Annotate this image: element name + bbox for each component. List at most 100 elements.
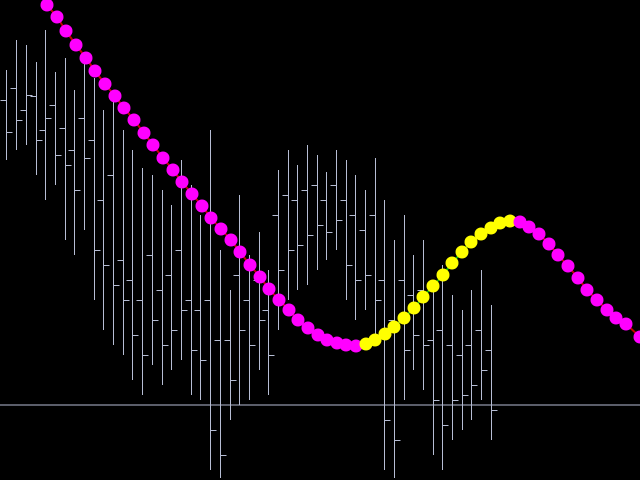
- ohlc-bar: [446, 295, 459, 440]
- indicator-marker: [175, 175, 189, 189]
- indicator-marker: [445, 256, 459, 270]
- indicator-marker: [195, 199, 209, 213]
- indicator-marker: [214, 222, 228, 236]
- indicator-marker: [291, 313, 305, 327]
- ohlc-bar: [175, 160, 188, 360]
- indicator-marker: [532, 227, 546, 241]
- ohlc-bar: [136, 168, 149, 395]
- indicator-marker: [108, 89, 122, 103]
- ohlc-bar: [0, 70, 13, 160]
- indicator-marker: [127, 113, 141, 127]
- indicator-marker: [204, 211, 218, 225]
- ohlc-bar: [233, 195, 246, 405]
- indicator-marker: [349, 339, 363, 353]
- indicator-marker: [368, 333, 382, 347]
- indicator-marker: [243, 258, 257, 272]
- ohlc-bar: [194, 215, 207, 400]
- indicator-marker: [88, 64, 102, 78]
- ohlc-bar: [301, 145, 314, 285]
- indicator-markers-group: [40, 0, 640, 353]
- ohlc-bar: [311, 155, 324, 270]
- ohlc-bar: [30, 62, 43, 175]
- indicator-marker: [50, 10, 64, 24]
- ohlc-bar: [369, 158, 382, 345]
- indicator-marker: [522, 220, 536, 234]
- indicator-marker: [609, 311, 623, 325]
- ohlc-bar: [10, 40, 23, 150]
- ohlc-bar: [117, 130, 130, 355]
- ohlc-bar: [485, 305, 498, 440]
- indicator-marker: [117, 101, 131, 115]
- indicator-marker: [79, 51, 93, 65]
- indicator-marker: [156, 151, 170, 165]
- indicator-marker: [551, 248, 565, 262]
- ohlc-bar: [282, 150, 295, 300]
- indicator-marker: [301, 321, 315, 335]
- indicator-marker: [407, 301, 421, 315]
- ohlc-bar: [427, 285, 440, 455]
- ohlc-bar: [359, 190, 372, 310]
- indicator-marker: [40, 0, 54, 12]
- indicator-marker: [464, 235, 478, 249]
- indicator-marker: [436, 268, 450, 282]
- indicator-marker: [580, 283, 594, 297]
- indicator-marker: [590, 293, 604, 307]
- ohlc-bar: [330, 150, 343, 250]
- indicator-marker: [416, 290, 430, 304]
- ohlc-bar: [68, 90, 81, 255]
- indicator-marker: [426, 279, 440, 293]
- ohlc-bar: [243, 255, 256, 400]
- ohlc-bar: [475, 270, 488, 400]
- ohlc-bar: [340, 160, 353, 300]
- indicator-marker: [146, 138, 160, 152]
- ohlc-bar: [417, 240, 430, 390]
- ohlc-bars-group: [0, 30, 498, 478]
- indicator-marker: [282, 303, 296, 317]
- ohlc-bar: [185, 185, 198, 395]
- ohlc-bar: [465, 290, 478, 420]
- ohlc-bar: [97, 110, 110, 330]
- ohlc-bar: [398, 215, 411, 400]
- ohlc-bar: [291, 165, 304, 290]
- ohlc-bar: [20, 45, 33, 145]
- indicator-marker: [137, 126, 151, 140]
- ohlc-bar: [165, 205, 178, 370]
- ohlc-bar: [456, 310, 469, 430]
- ohlc-bar: [204, 130, 217, 470]
- indicator-marker: [619, 317, 633, 331]
- indicator-marker: [262, 282, 276, 296]
- ohlc-bar: [436, 265, 449, 470]
- indicator-marker: [320, 333, 334, 347]
- indicator-marker: [185, 187, 199, 201]
- indicator-marker: [98, 77, 112, 91]
- ohlc-bar: [156, 190, 169, 385]
- ohlc-bar: [214, 250, 227, 478]
- indicator-marker: [493, 216, 507, 230]
- ohlc-bar: [59, 58, 72, 240]
- ohlc-bar: [320, 172, 333, 260]
- indicator-marker: [59, 24, 73, 38]
- indicator-marker: [474, 227, 488, 241]
- indicator-marker: [253, 270, 267, 284]
- indicator-marker: [455, 245, 469, 259]
- indicator-marker: [378, 327, 392, 341]
- ohlc-bar: [126, 150, 139, 380]
- ohlc-bar: [39, 30, 52, 200]
- ohlc-bar: [49, 72, 62, 185]
- indicator-marker: [542, 237, 556, 251]
- indicator-marker: [397, 311, 411, 325]
- indicator-marker: [69, 38, 83, 52]
- indicator-marker: [233, 245, 247, 259]
- indicator-marker: [561, 259, 575, 273]
- ohlc-bar: [388, 240, 401, 478]
- indicator-marker: [224, 233, 238, 247]
- indicator-marker: [633, 330, 640, 344]
- ohlc-bar: [78, 62, 91, 230]
- indicator-marker: [339, 338, 353, 352]
- indicator-marker: [272, 293, 286, 307]
- indicator-marker: [503, 214, 517, 228]
- indicator-marker: [600, 303, 614, 317]
- indicator-marker: [166, 163, 180, 177]
- ohlc-bar: [146, 175, 159, 365]
